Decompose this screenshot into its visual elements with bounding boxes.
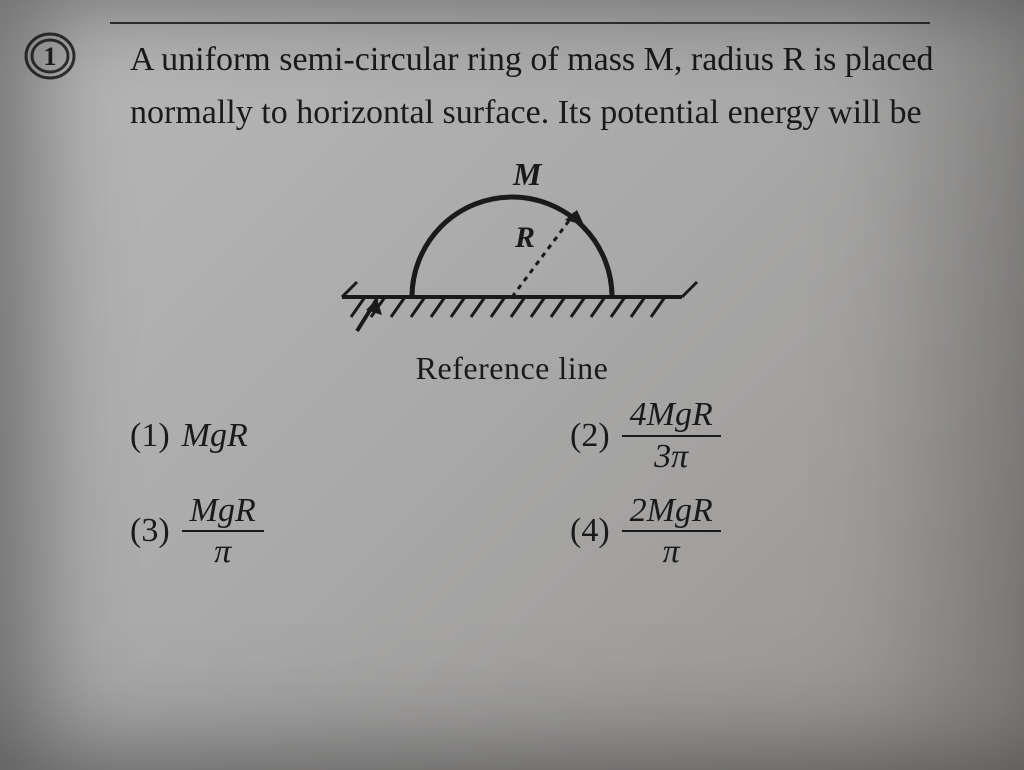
option-3-number: (3) (130, 512, 170, 550)
question-text: A uniform semi-circular ring of mass M, … (130, 34, 980, 139)
arc-path (412, 197, 612, 297)
option-4-fraction: 2MgR π (622, 493, 721, 570)
page: 1 A uniform semi-circular ring of mass M… (0, 0, 1024, 608)
option-2-bot: 3π (646, 439, 696, 475)
option-2: (2) 4MgR 3π (570, 397, 930, 474)
header-rule (110, 22, 930, 24)
ground-end-ticks (342, 282, 697, 297)
options-block: (1) MgR (2) 4MgR 3π (3) MgR π (130, 397, 984, 570)
option-4-bot: π (655, 534, 688, 570)
fraction-bar (622, 435, 721, 437)
option-3-top: MgR (182, 493, 264, 529)
option-2-top: 4MgR (622, 397, 721, 433)
question-number-text: 1 (44, 42, 57, 71)
option-2-number: (2) (570, 417, 610, 455)
option-1: (1) MgR (130, 417, 570, 455)
fraction-bar (622, 530, 721, 532)
option-3: (3) MgR π (130, 493, 570, 570)
option-3-fraction: MgR π (182, 493, 264, 570)
question-number-marker: 1 (22, 28, 78, 89)
reference-line-label: Reference line (40, 350, 984, 387)
option-4-top: 2MgR (622, 493, 721, 529)
options-row-1: (1) MgR (2) 4MgR 3π (130, 397, 984, 474)
options-row-2: (3) MgR π (4) 2MgR π (130, 493, 984, 570)
option-4-number: (4) (570, 512, 610, 550)
option-1-number: (1) (130, 417, 170, 455)
semicircle-diagram-icon: M R (297, 147, 727, 337)
option-4: (4) 2MgR π (570, 493, 930, 570)
option-1-expr: MgR (182, 417, 248, 455)
mass-label: M (512, 156, 543, 192)
fraction-bar (182, 530, 264, 532)
option-3-bot: π (206, 534, 239, 570)
diagram: M R Reference line (40, 147, 984, 387)
question-number-icon: 1 (22, 28, 78, 84)
option-2-fraction: 4MgR 3π (622, 397, 721, 474)
radius-label: R (514, 221, 535, 254)
hatch-group (351, 297, 665, 317)
